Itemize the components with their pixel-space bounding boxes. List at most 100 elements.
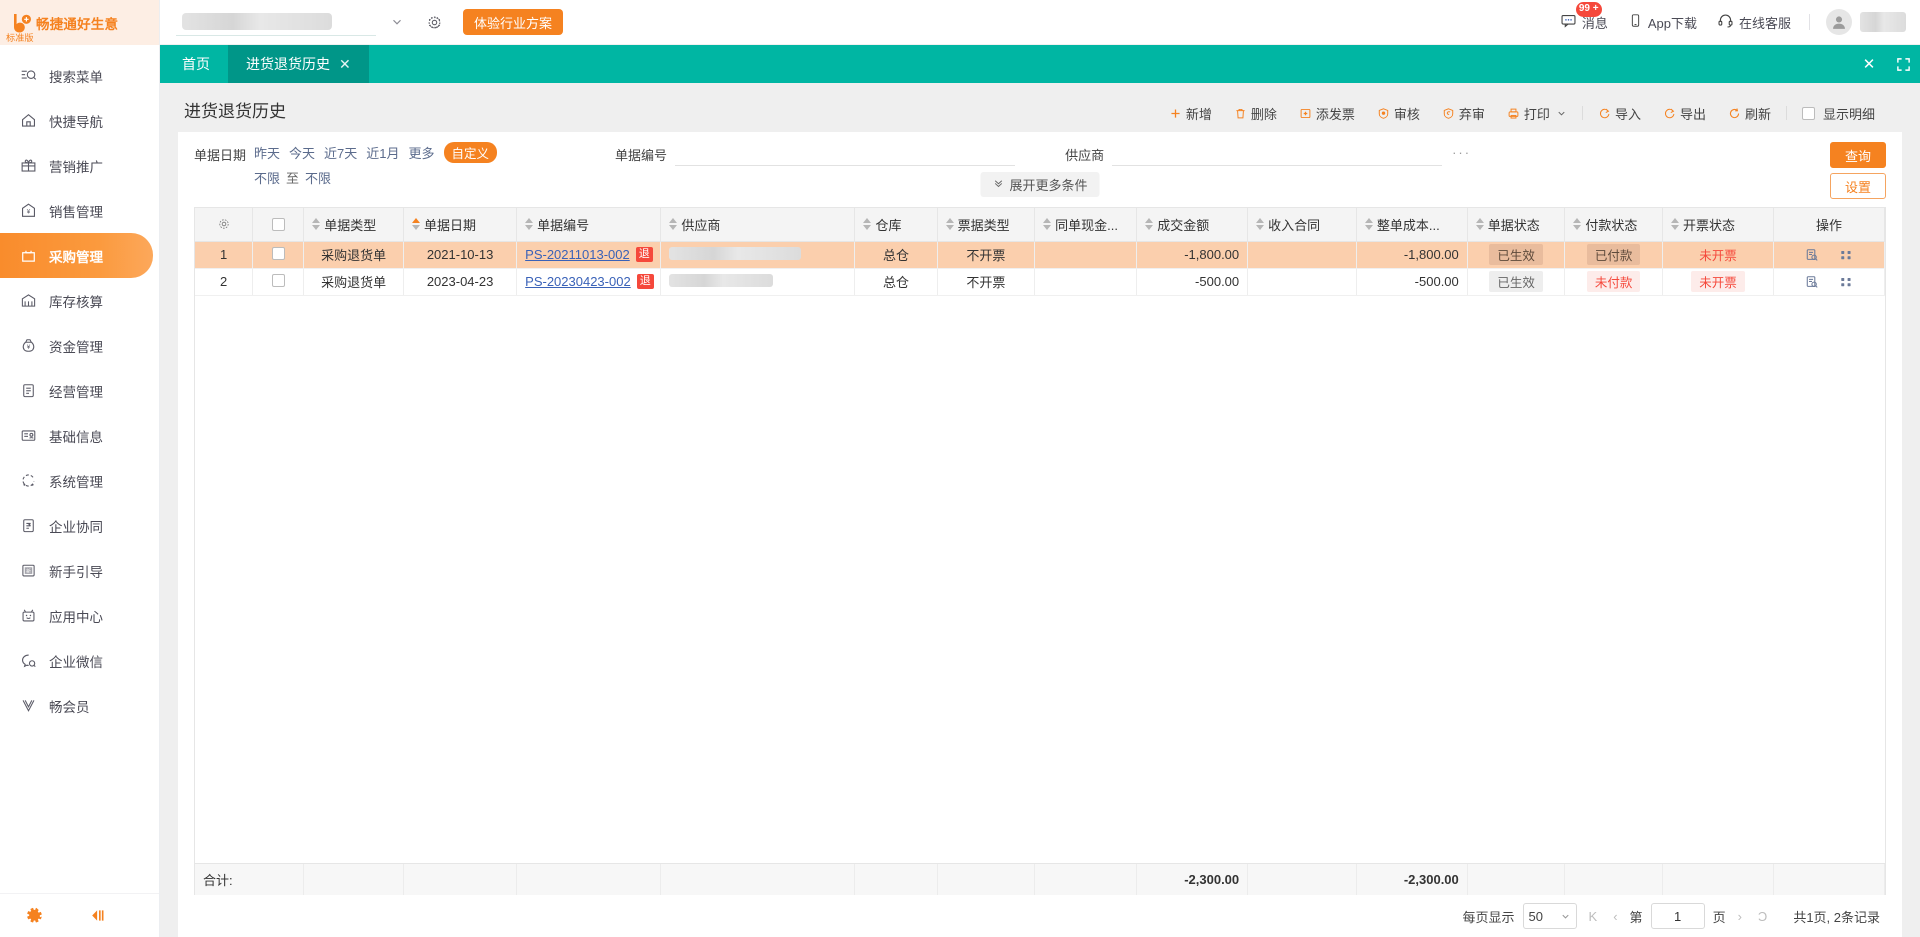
row-checkbox-cell[interactable] xyxy=(252,268,305,296)
column-header-invoice-type[interactable]: 票据类型 xyxy=(937,208,1036,242)
sidebar-item-marketing[interactable]: 营销推广 xyxy=(0,143,159,188)
next-page-button[interactable]: › xyxy=(1737,908,1742,924)
column-header-whole-cost[interactable]: 整单成本... xyxy=(1356,208,1468,242)
column-header-doc-type[interactable]: 单据类型 xyxy=(303,208,405,242)
sort-icon[interactable] xyxy=(1043,218,1052,231)
row-checkbox[interactable] xyxy=(271,273,285,287)
column-settings-header[interactable] xyxy=(195,208,254,242)
sidebar-item-sales[interactable]: ¥ 销售管理 xyxy=(0,188,159,233)
sidebar-item-vip[interactable]: 畅会员 xyxy=(0,683,159,728)
cell-doc-no[interactable]: PS-20211013-002 退 xyxy=(516,241,662,269)
quick-date-custom[interactable]: 自定义 xyxy=(443,142,498,163)
last-page-button[interactable]: Ɔ xyxy=(1757,908,1768,924)
expand-more-conditions-button[interactable]: 展开更多条件 xyxy=(980,172,1100,197)
quick-date-last1month[interactable]: 近1月 xyxy=(366,146,400,161)
column-header-pay-status[interactable]: 付款状态 xyxy=(1564,208,1663,242)
preview-icon[interactable] xyxy=(1805,248,1819,262)
table-row[interactable]: 2 采购退货单 2023-04-23 PS-20230423-002 退 xyxy=(195,268,1885,296)
gear-icon[interactable] xyxy=(24,906,44,926)
supplier-more-icon[interactable]: ··· xyxy=(1452,145,1472,160)
delete-button[interactable]: 删除 xyxy=(1223,100,1288,126)
column-header-doc-status[interactable]: 单据状态 xyxy=(1467,208,1566,242)
sort-icon[interactable] xyxy=(1145,218,1154,231)
cell-doc-no[interactable]: PS-20230423-002 退 xyxy=(516,268,662,296)
query-button[interactable]: 查询 xyxy=(1830,142,1886,168)
quick-date-yesterday[interactable]: 昨天 xyxy=(254,146,281,161)
doc-no-input[interactable] xyxy=(675,142,1016,166)
refresh-button[interactable]: 刷新 xyxy=(1717,100,1782,126)
column-header-supplier[interactable]: 供应商 xyxy=(660,208,856,242)
add-invoice-button[interactable]: 添发票 xyxy=(1288,100,1366,126)
sort-icon[interactable] xyxy=(945,218,954,231)
sort-icon[interactable] xyxy=(863,218,872,231)
online-service-button[interactable]: 在线客服 xyxy=(1717,12,1791,32)
sidebar-item-wecom[interactable]: 企业微信 xyxy=(0,638,159,683)
print-button[interactable]: 打印 xyxy=(1496,100,1578,126)
preview-icon[interactable] xyxy=(1805,275,1819,289)
add-button[interactable]: 新增 xyxy=(1158,100,1223,126)
column-header-doc-date[interactable]: 单据日期 xyxy=(403,208,518,242)
table-row[interactable]: 1 采购退货单 2021-10-13 PS-20211013-002 退 xyxy=(195,241,1885,269)
audit-button[interactable]: 审核 xyxy=(1366,100,1431,126)
page-size-select[interactable]: 50 xyxy=(1522,903,1577,929)
sidebar-item-quick-nav[interactable]: 快捷导航 xyxy=(0,98,159,143)
sidebar-item-inventory[interactable]: 库存核算 xyxy=(0,278,159,323)
sidebar-item-collaboration[interactable]: 企业协同 xyxy=(0,503,159,548)
column-header-deal-amount[interactable]: 成交金额 xyxy=(1136,208,1249,242)
prev-page-button[interactable]: ‹ xyxy=(1613,908,1618,924)
collapse-icon[interactable] xyxy=(88,906,107,925)
sort-icon[interactable] xyxy=(412,218,421,231)
cell-actions[interactable] xyxy=(1773,268,1885,296)
row-checkbox[interactable] xyxy=(271,246,285,260)
experience-industry-plan-button[interactable]: 体验行业方案 xyxy=(463,9,564,35)
column-header-income-contract[interactable]: 收入合同 xyxy=(1247,208,1357,242)
cell-actions[interactable] xyxy=(1773,241,1885,269)
tab-home[interactable]: 首页 xyxy=(164,45,228,83)
avatar[interactable] xyxy=(1826,9,1852,35)
sort-icon[interactable] xyxy=(312,218,321,231)
select-all-checkbox[interactable] xyxy=(271,217,285,231)
sort-icon[interactable] xyxy=(669,218,678,231)
sort-icon[interactable] xyxy=(1364,218,1373,231)
quick-date-last7days[interactable]: 近7天 xyxy=(324,146,358,161)
supplier-input[interactable] xyxy=(1112,142,1443,166)
sort-icon[interactable] xyxy=(1573,218,1582,231)
sort-icon[interactable] xyxy=(1256,218,1265,231)
app-download-button[interactable]: App下载 xyxy=(1628,13,1697,32)
sidebar-item-guide[interactable]: 新 新手引导 xyxy=(0,548,159,593)
date-from[interactable]: 不限 xyxy=(254,171,281,186)
gear-icon[interactable] xyxy=(217,217,231,231)
setting-button[interactable]: 设置 xyxy=(1830,173,1886,199)
tab-purchase-return-history[interactable]: 进货退货历史 ✕ xyxy=(228,45,369,83)
column-header-warehouse[interactable]: 仓库 xyxy=(854,208,938,242)
sort-icon[interactable] xyxy=(525,218,534,231)
doc-no-link[interactable]: PS-20230423-002 xyxy=(525,274,631,289)
row-checkbox-cell[interactable] xyxy=(252,241,305,269)
fullscreen-icon[interactable] xyxy=(1886,45,1920,83)
doc-no-link[interactable]: PS-20211013-002 xyxy=(525,247,630,262)
more-grid-icon[interactable] xyxy=(1839,248,1853,262)
close-icon[interactable]: ✕ xyxy=(1862,56,1876,73)
page-number-input[interactable]: 1 xyxy=(1650,903,1705,929)
export-button[interactable]: 导出 xyxy=(1652,100,1717,126)
sidebar-item-basic-info[interactable]: 基础信息 xyxy=(0,413,159,458)
select-all-header[interactable] xyxy=(252,208,305,242)
column-header-invoice-status[interactable]: 开票状态 xyxy=(1662,208,1774,242)
first-page-button[interactable]: K xyxy=(1588,908,1598,924)
show-detail-checkbox[interactable]: 显示明细 xyxy=(1791,100,1886,126)
sidebar-item-system[interactable]: 系统管理 xyxy=(0,458,159,503)
sidebar-item-app-center[interactable]: 应用中心 xyxy=(0,593,159,638)
column-header-doc-no[interactable]: 单据编号 xyxy=(516,208,662,242)
message-button[interactable]: 消息 99 + xyxy=(1560,2,1608,32)
date-to[interactable]: 不限 xyxy=(305,171,332,186)
unaudit-button[interactable]: 弃审 xyxy=(1431,100,1496,126)
sort-icon[interactable] xyxy=(1670,218,1679,231)
more-grid-icon[interactable] xyxy=(1839,275,1853,289)
sidebar-item-operations[interactable]: 经营管理 xyxy=(0,368,159,413)
sidebar-item-search-menu[interactable]: 搜索菜单 xyxy=(0,53,159,98)
gear-icon[interactable] xyxy=(426,14,443,31)
chevron-down-icon[interactable] xyxy=(390,15,404,29)
import-button[interactable]: 导入 xyxy=(1587,100,1652,126)
quick-date-more[interactable]: 更多 xyxy=(408,146,435,161)
column-header-same-cash[interactable]: 同单现金... xyxy=(1034,208,1138,242)
